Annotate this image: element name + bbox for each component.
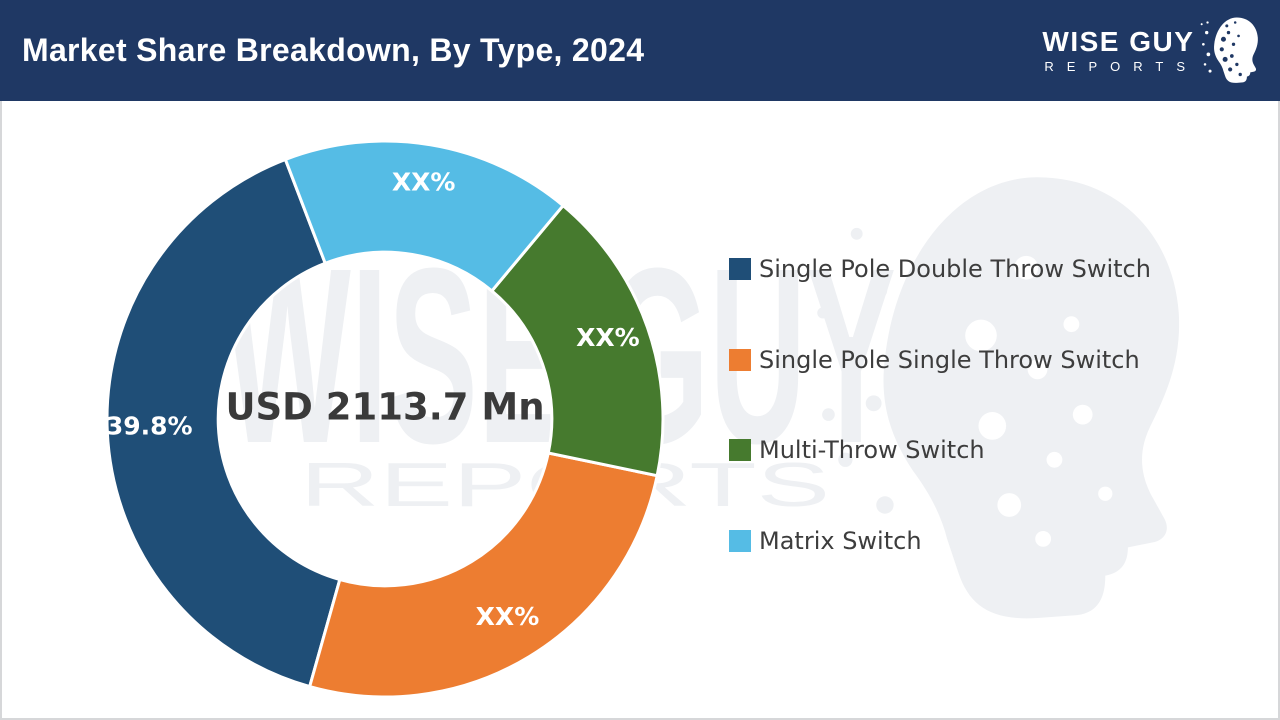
legend-swatch [729, 258, 751, 280]
legend-label: Single Pole Single Throw Switch [759, 345, 1140, 374]
segment-value-label: 39.8% [106, 411, 193, 440]
segment-value-label: XX% [476, 602, 540, 631]
donut-segment-multi-throw-switch [489, 203, 665, 478]
legend-swatch [729, 530, 751, 553]
watermark-head-silhouette [817, 177, 1180, 619]
logo-subtitle: REPORTS [1044, 59, 1198, 75]
legend-swatch [729, 439, 751, 462]
donut-segment-single-pole-double-throw-switch [105, 157, 342, 689]
donut-segment-single-pole-single-throw-switch [307, 451, 659, 699]
legend-item: Multi-Throw Switch [729, 436, 985, 464]
legend-swatch [729, 348, 751, 371]
donut-segment-matrix-switch [283, 139, 566, 294]
legend-label: Single Pole Double Throw Switch [759, 255, 1151, 283]
logo-text: WISE GUY REPORTS [1042, 25, 1198, 75]
chart-center-value: USD 2113.7 Mn [225, 385, 545, 429]
legend-item: Single Pole Double Throw Switch [729, 255, 1151, 283]
wiseguy-logo: WISE GUY REPORTS [1042, 10, 1262, 92]
page-title: Market Share Breakdown, By Type, 2024 [22, 32, 645, 68]
logo-wordmark: WISE GUY [1042, 25, 1195, 57]
legend-item: Single Pole Single Throw Switch [729, 346, 1140, 374]
logo-head-icon [1200, 16, 1258, 83]
segment-value-label: XX% [576, 323, 640, 352]
legend-label: Multi-Throw Switch [759, 436, 985, 465]
segment-value-label: XX% [392, 168, 456, 197]
legend-label: Matrix Switch [759, 527, 922, 556]
legend-item: Matrix Switch [729, 527, 922, 555]
header-bar: Market Share Breakdown, By Type, 2024 WI… [0, 0, 1280, 101]
